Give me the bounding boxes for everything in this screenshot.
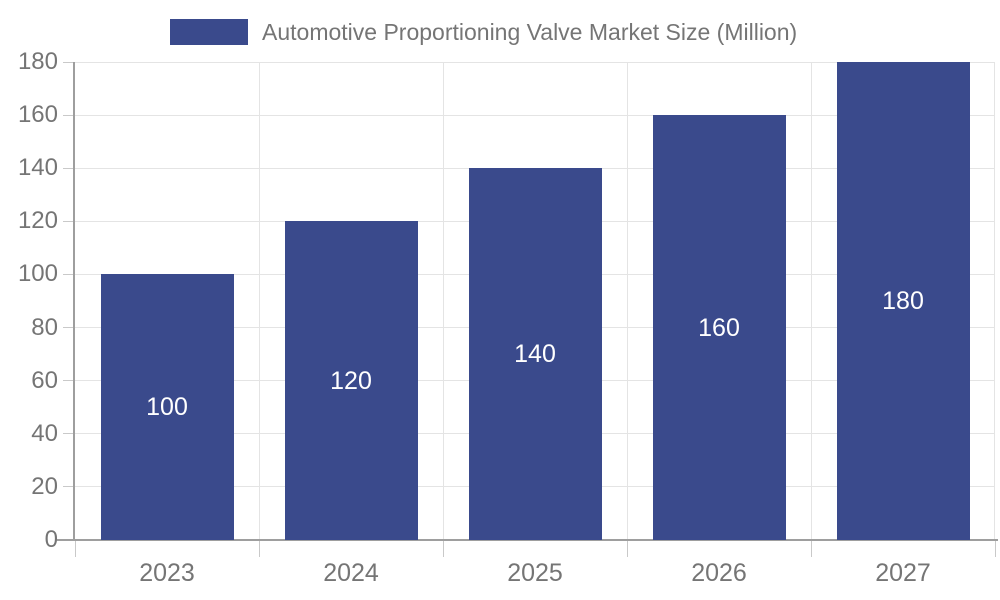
x-axis-tick-label: 2025 <box>507 559 563 587</box>
y-axis-tick <box>63 114 75 116</box>
x-axis-tick <box>442 541 444 557</box>
bar-value-label: 140 <box>514 340 556 369</box>
bar-value-label: 120 <box>330 366 372 395</box>
y-axis-tick <box>63 486 75 488</box>
x-axis-tick <box>258 541 260 557</box>
x-axis-tick-label: 2027 <box>875 559 931 587</box>
x-axis-tick <box>626 541 628 557</box>
v-gridline <box>442 62 444 540</box>
legend-swatch-icon <box>170 19 248 45</box>
x-axis-tick <box>810 541 812 557</box>
y-axis-tick-label: 0 <box>44 526 58 553</box>
v-gridline <box>626 62 628 540</box>
x-axis-tick <box>74 541 76 557</box>
y-axis-tick <box>63 220 75 222</box>
bar-2024 <box>284 221 418 540</box>
bar-2026 <box>652 115 786 540</box>
y-axis-tick <box>63 167 75 169</box>
y-axis-line <box>73 62 75 540</box>
y-axis-tick <box>63 61 75 63</box>
y-axis-tick <box>63 273 75 275</box>
bar-value-label: 180 <box>882 287 924 315</box>
y-axis-tick-label: 40 <box>31 419 58 447</box>
y-axis-tick-label: 60 <box>31 366 58 394</box>
y-axis-tick-label: 80 <box>31 313 58 341</box>
bar-value-label: 100 <box>146 393 188 422</box>
h-gridline <box>75 61 995 63</box>
y-axis-tick <box>63 327 75 329</box>
y-axis-tick-label: 180 <box>17 48 58 75</box>
x-axis-tick <box>994 541 996 557</box>
y-axis-tick-label: 20 <box>31 472 58 500</box>
v-gridline <box>258 62 260 540</box>
h-gridline <box>75 114 995 116</box>
y-axis-tick-label: 120 <box>17 207 58 235</box>
x-axis-tick-label: 2026 <box>691 559 747 587</box>
bar-2027 <box>836 62 970 540</box>
y-axis-tick <box>63 433 75 435</box>
x-axis-tick-label: 2024 <box>323 559 379 587</box>
plot-right-border <box>994 62 995 540</box>
x-axis-line <box>57 539 998 541</box>
legend-item[interactable]: Automotive Proportioning Valve Market Si… <box>170 19 797 45</box>
legend-label: Automotive Proportioning Valve Market Si… <box>262 19 798 45</box>
bar-value-label: 160 <box>698 313 740 342</box>
y-axis-tick-label: 140 <box>17 154 58 182</box>
y-axis-tick-label: 160 <box>17 101 58 129</box>
v-gridline <box>810 62 812 540</box>
x-axis-tick-label: 2023 <box>139 559 195 587</box>
bar-2023 <box>100 274 234 540</box>
y-axis-tick-label: 100 <box>17 260 58 288</box>
y-axis-tick <box>63 380 75 382</box>
bar-2025 <box>468 168 602 540</box>
